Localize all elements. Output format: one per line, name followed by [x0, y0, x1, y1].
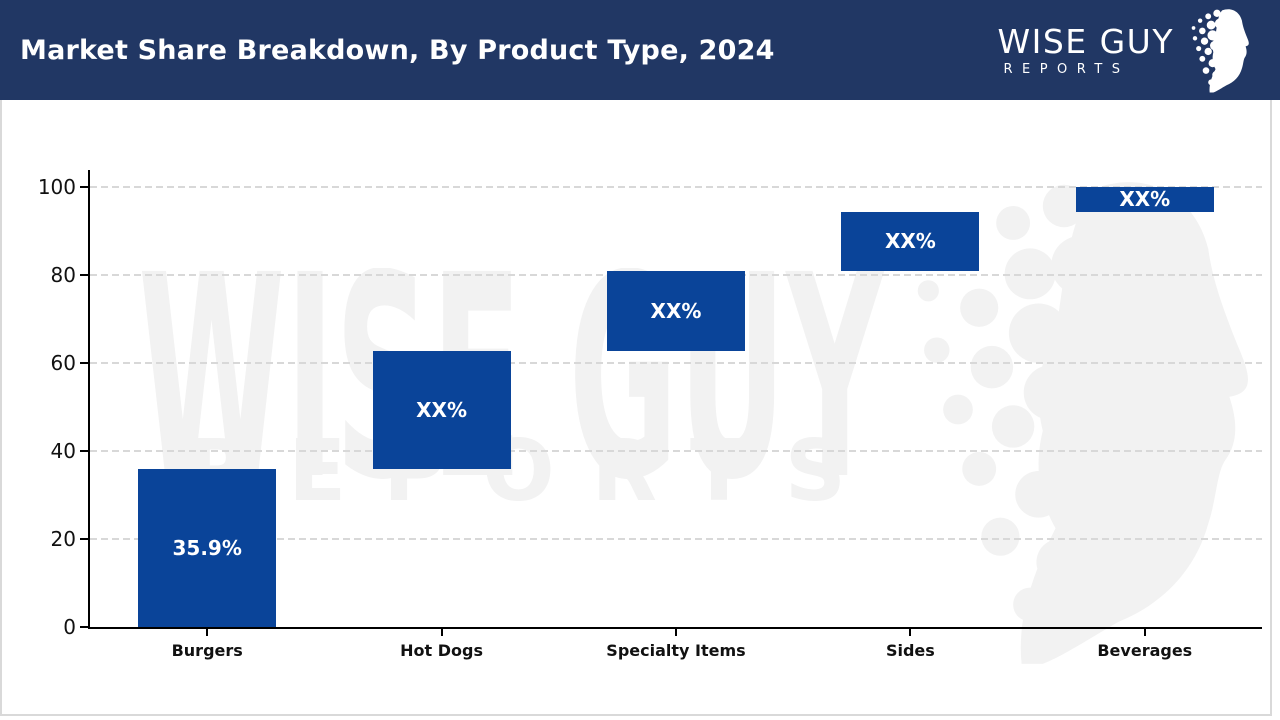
brand-logo: WISE GUY REPORTS [997, 6, 1254, 94]
y-axis-line [88, 170, 90, 629]
bar-value-label: XX% [416, 397, 468, 422]
y-tick-label-100: 100 [37, 174, 76, 199]
brand-logo-text: WISE GUY REPORTS [997, 25, 1174, 76]
y-tick-80 [80, 273, 88, 276]
gridline-40 [90, 449, 1262, 452]
x-category-label: Beverages [1097, 641, 1193, 660]
x-tick-0 [206, 629, 209, 636]
y-tick-label-0: 0 [63, 615, 76, 639]
bar-segment-hot-dogs: XX% [372, 350, 511, 469]
y-tick-label-80: 80 [50, 262, 76, 287]
bar-segment-beverages: XX% [1075, 186, 1214, 213]
brand-name: WISE GUY [997, 21, 1174, 61]
watermark-text: WISE GUY REPORTS [138, 216, 938, 542]
bar-value-label: XX% [650, 298, 702, 323]
x-tick-3 [909, 629, 912, 636]
y-tick-0 [80, 626, 88, 628]
brand-face-icon [1191, 9, 1249, 93]
bar-segment-specialty-items: XX% [607, 270, 745, 351]
x-category-label: Sides [885, 641, 935, 660]
y-tick-label-40: 40 [50, 438, 76, 463]
y-tick-20 [80, 537, 88, 540]
x-tick-4 [1143, 629, 1146, 636]
gridline-60 [90, 361, 1262, 364]
x-axis-line [88, 627, 1262, 629]
y-tick-label-60: 60 [50, 350, 76, 375]
y-tick-100 [80, 185, 88, 188]
y-tick-60 [80, 361, 88, 364]
gridline-20 [90, 537, 1262, 540]
bar-value-label: XX% [884, 229, 936, 254]
page-title: Market Share Breakdown, By Product Type,… [20, 34, 775, 66]
bar-segment-burgers: 35.9% [138, 468, 277, 627]
x-tick-1 [440, 629, 443, 636]
bar-value-label: XX% [1119, 187, 1171, 212]
brand-subtitle: REPORTS [1003, 61, 1130, 77]
x-category-label: Hot Dogs [400, 641, 484, 660]
y-tick-label-20: 20 [50, 526, 76, 551]
watermark-line2: REPORTS [186, 422, 846, 518]
bar-segment-sides: XX% [841, 212, 980, 271]
header-bar: Market Share Breakdown, By Product Type,… [0, 0, 1280, 100]
x-tick-2 [675, 629, 677, 636]
x-category-label: Burgers [171, 641, 243, 660]
gridline-100 [90, 185, 1262, 188]
y-tick-40 [80, 449, 88, 452]
x-category-label: Specialty Items [606, 641, 746, 660]
bar-value-label: 35.9% [172, 535, 242, 560]
